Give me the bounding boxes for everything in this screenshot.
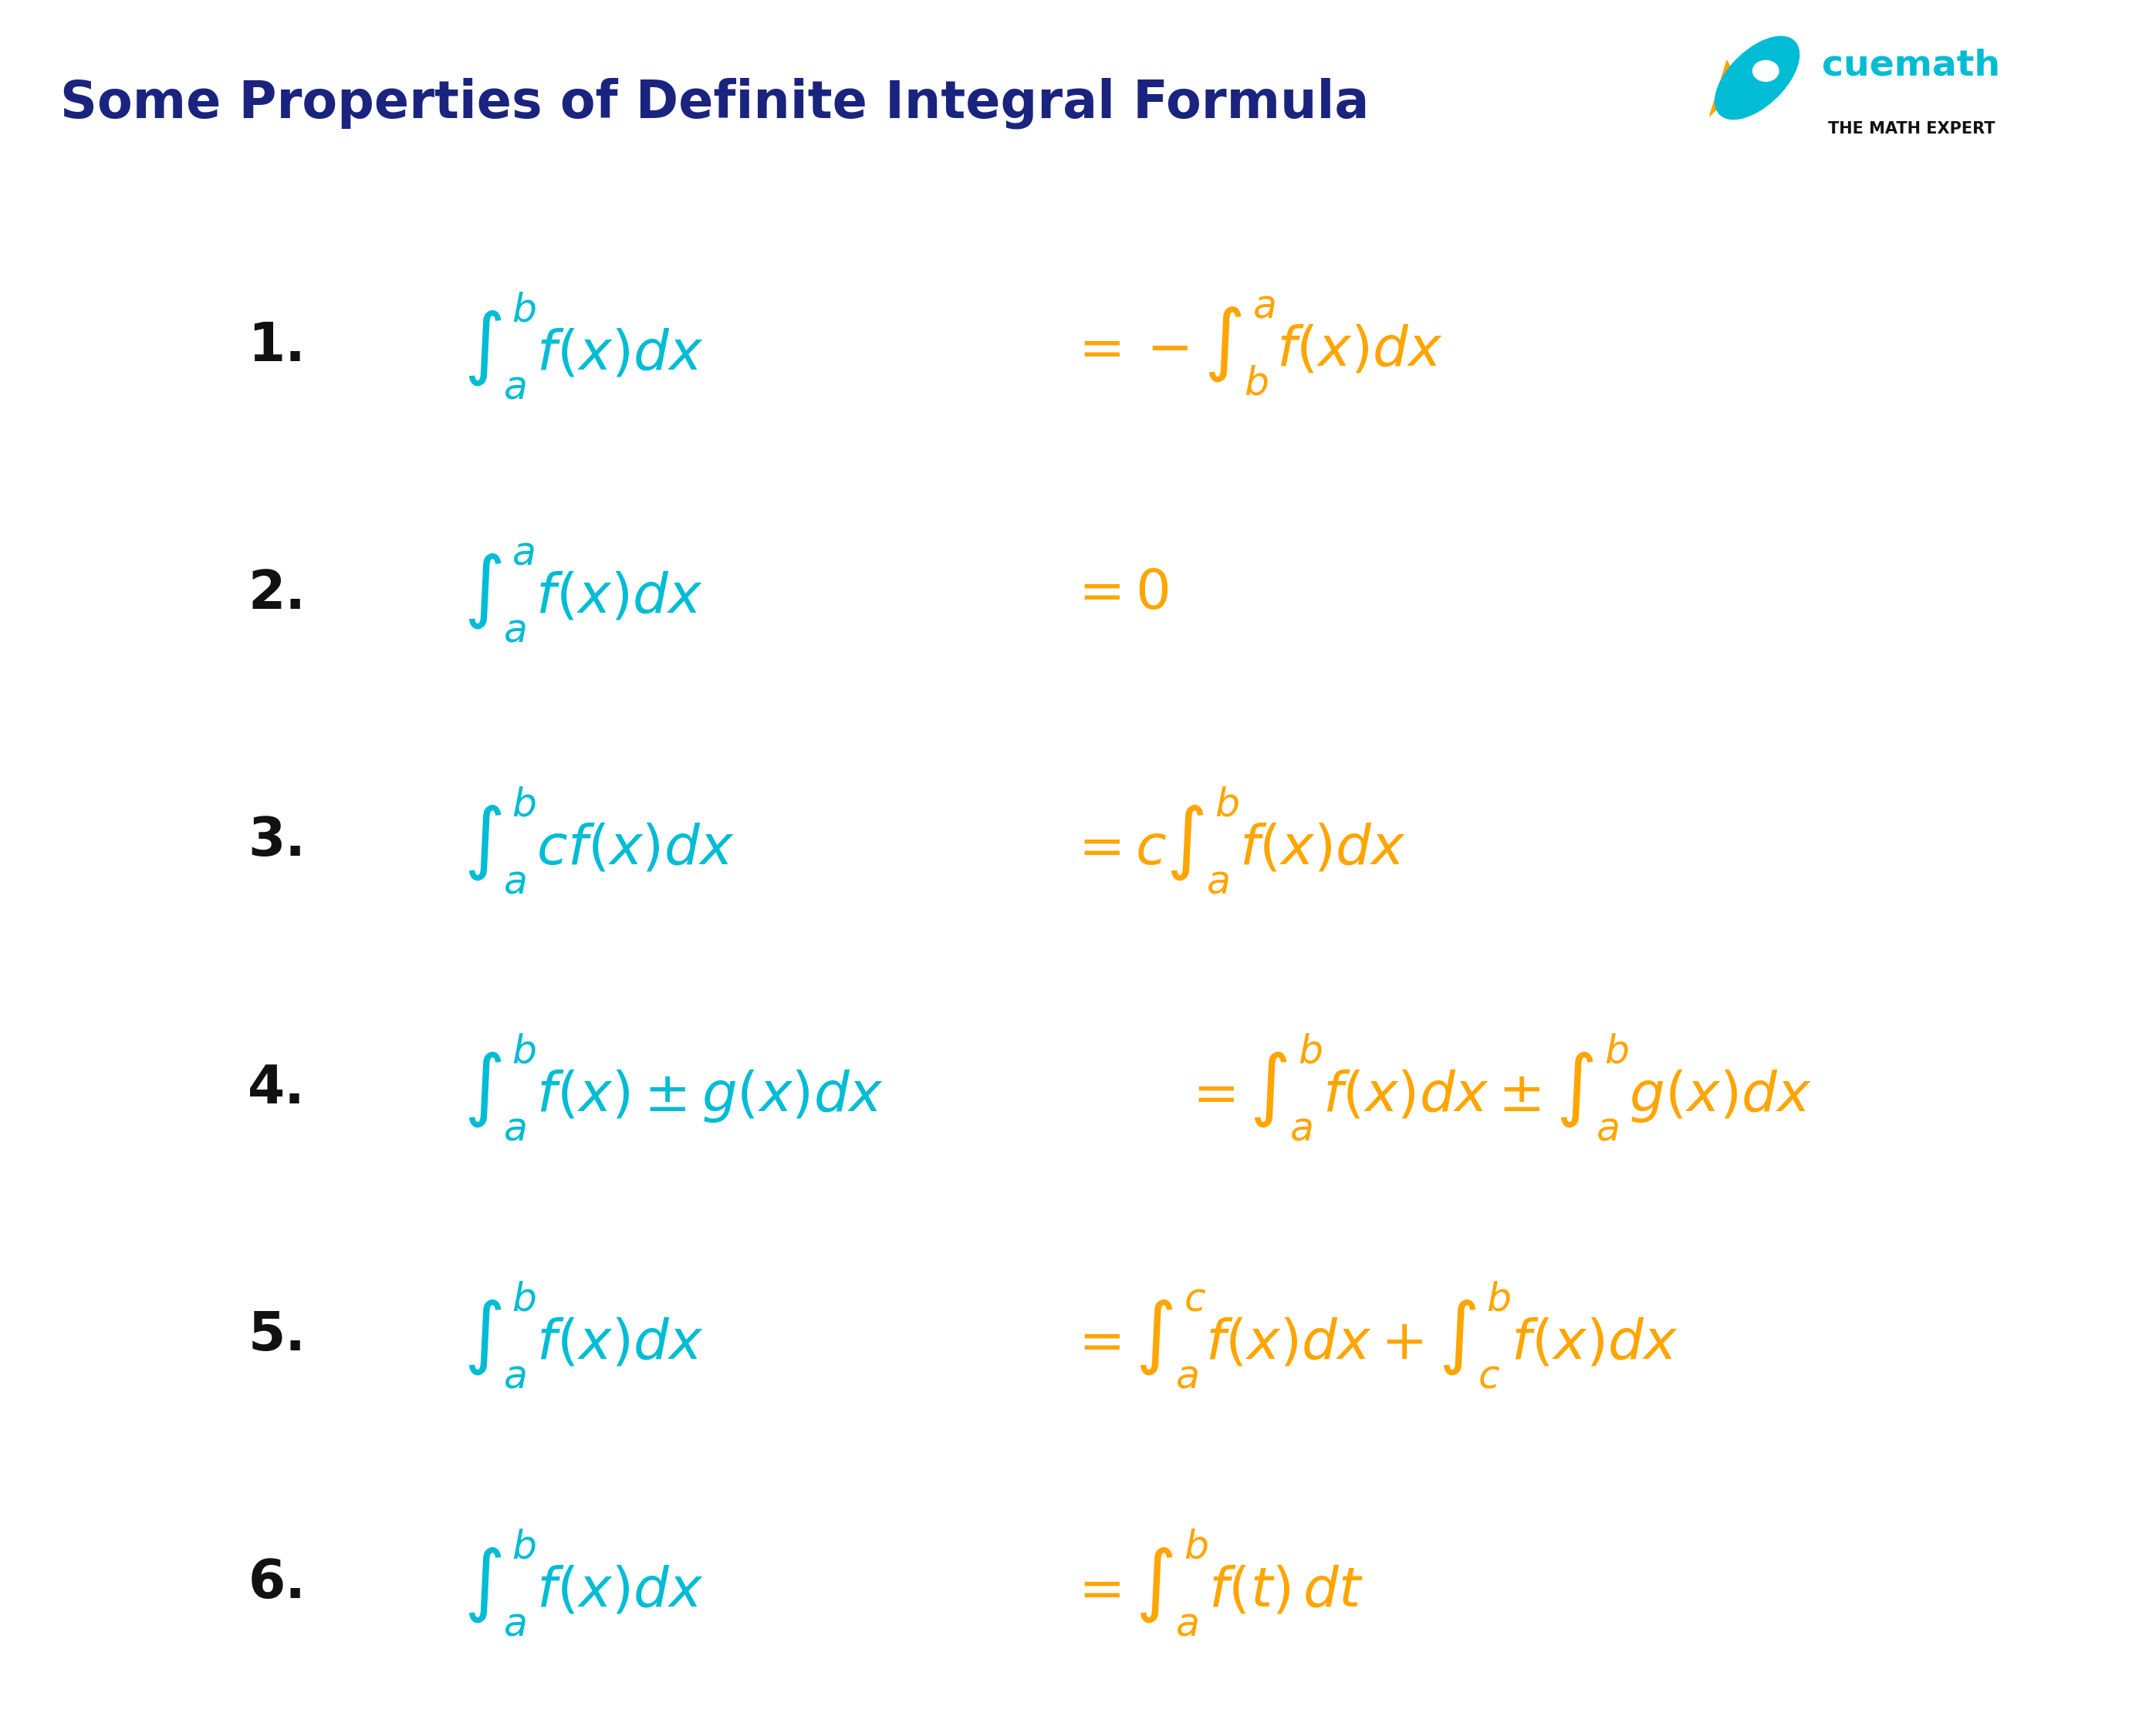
Ellipse shape [1714, 36, 1800, 119]
Text: $\int_a^a f(x)dx$: $\int_a^a f(x)dx$ [464, 541, 703, 645]
Text: $= \int_a^b f(t)\, dt$: $= \int_a^b f(t)\, dt$ [1067, 1528, 1363, 1638]
Text: cuemath: cuemath [1822, 48, 2001, 83]
Polygon shape [1710, 61, 1740, 116]
Text: 2.: 2. [248, 567, 306, 619]
Text: 3.: 3. [248, 815, 306, 867]
Text: $\int_a^b f(x)dx$: $\int_a^b f(x)dx$ [464, 1528, 703, 1638]
Text: $\int_a^b f(x)dx$: $\int_a^b f(x)dx$ [464, 1280, 703, 1391]
Text: 1.: 1. [248, 320, 306, 372]
Text: $\int_a^b f(x)dx$: $\int_a^b f(x)dx$ [464, 291, 703, 401]
Text: $= \int_a^b f(x)dx \pm \int_a^b g(x)dx$: $= \int_a^b f(x)dx \pm \int_a^b g(x)dx$ [1181, 1033, 1811, 1144]
Text: $\int_a^b cf(x)dx$: $\int_a^b cf(x)dx$ [464, 785, 733, 896]
Text: 6.: 6. [248, 1557, 306, 1609]
Text: $= -\int_b^a f(x)dx$: $= -\int_b^a f(x)dx$ [1067, 294, 1442, 398]
Circle shape [1753, 61, 1779, 81]
Text: $= 0$: $= 0$ [1067, 567, 1169, 619]
Text: 4.: 4. [248, 1062, 306, 1114]
Text: $= c\int_a^b f(x)dx$: $= c\int_a^b f(x)dx$ [1067, 785, 1406, 896]
Text: 5.: 5. [248, 1310, 306, 1362]
Text: $= \int_a^c f(x)dx + \int_c^b f(x)dx$: $= \int_a^c f(x)dx + \int_c^b f(x)dx$ [1067, 1280, 1677, 1391]
Text: Some Properties of Definite Integral Formula: Some Properties of Definite Integral For… [60, 78, 1369, 130]
Text: $\int_a^b f(x) \pm g(x)dx$: $\int_a^b f(x) \pm g(x)dx$ [464, 1033, 884, 1144]
Text: THE MATH EXPERT: THE MATH EXPERT [1828, 121, 1994, 137]
